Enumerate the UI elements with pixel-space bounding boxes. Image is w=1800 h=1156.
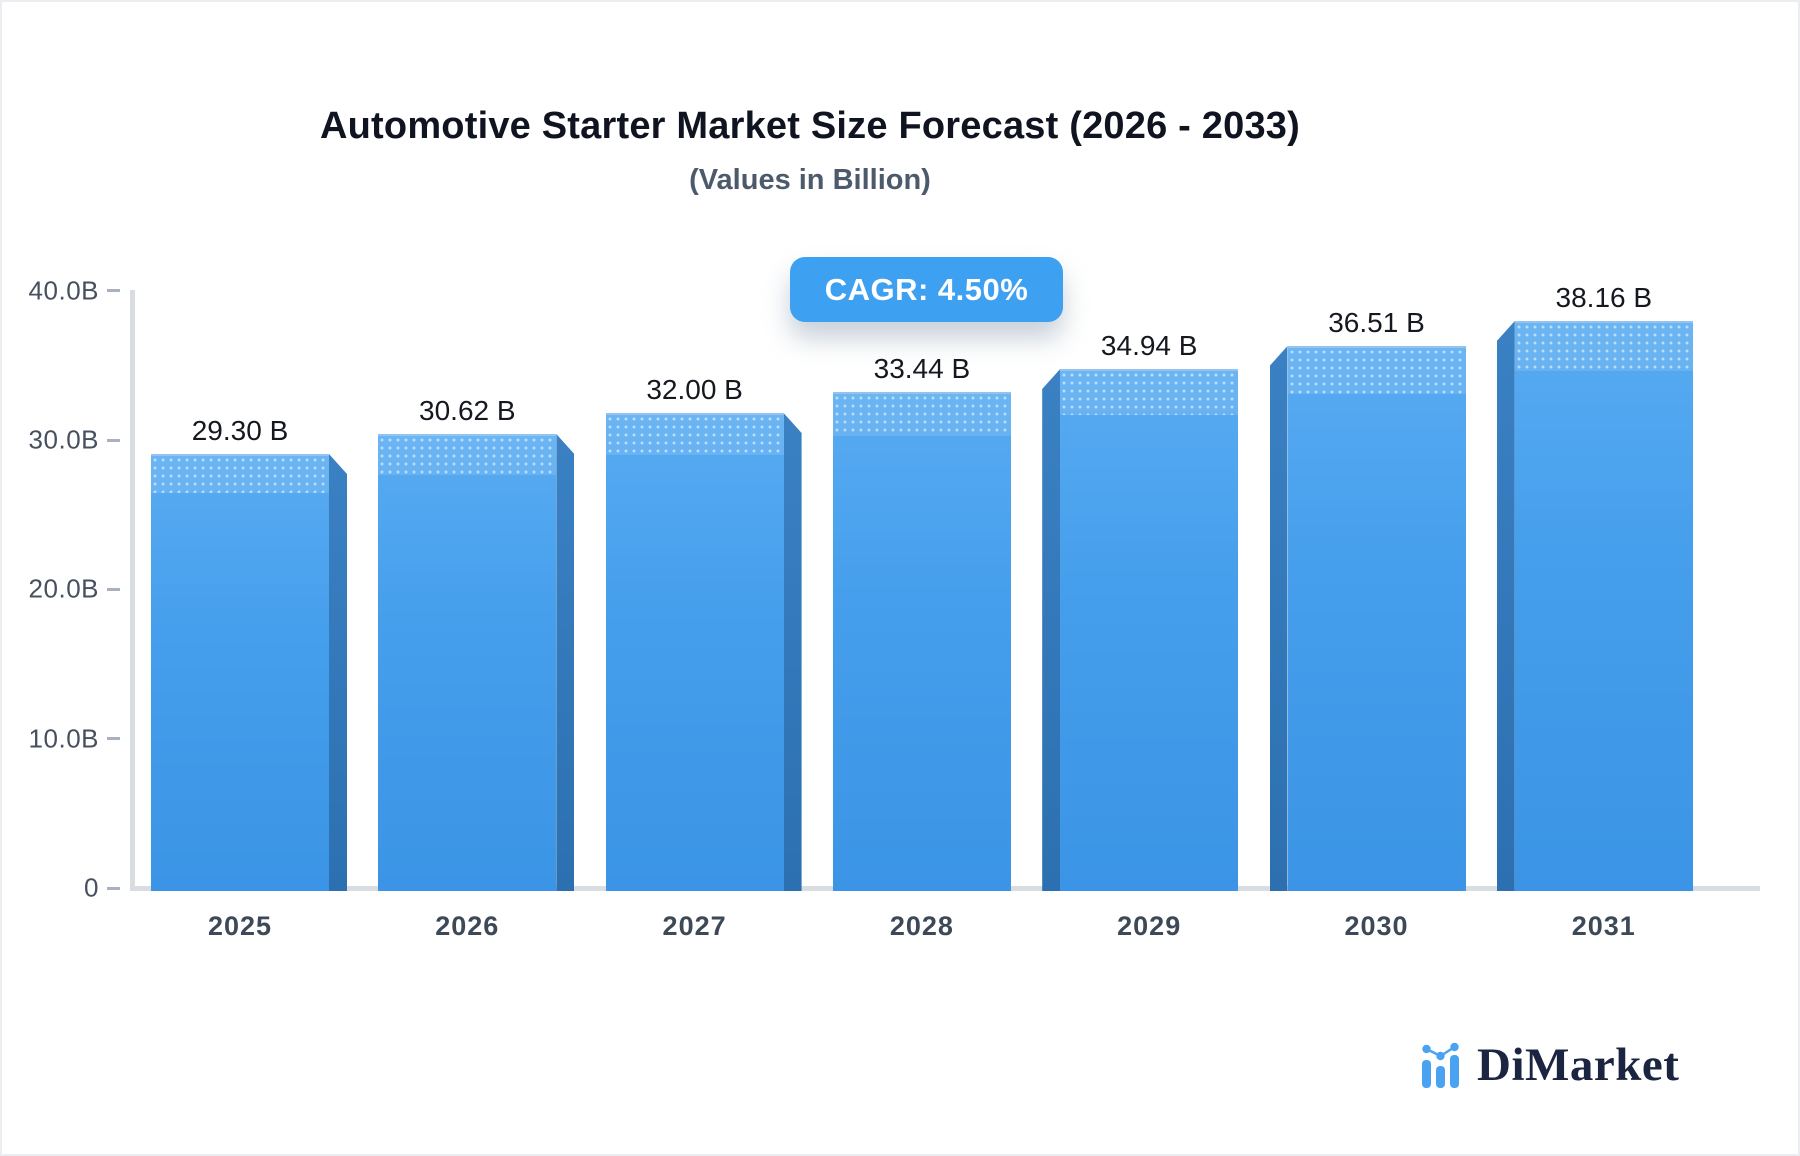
y-axis-tick-dash xyxy=(107,289,120,293)
bar-3d-side-2026 xyxy=(556,434,575,891)
bar-2025 xyxy=(151,454,329,891)
bar-value-label: 33.44 B xyxy=(873,353,971,384)
chart-subtitle: (Values in Billion) xyxy=(689,164,931,196)
bar-2026 xyxy=(378,434,557,891)
x-axis-label-2025: 2025 xyxy=(207,911,273,941)
bar-2030 xyxy=(1287,346,1466,891)
brand-name: DiMarket xyxy=(1477,1039,1680,1091)
bar-3d-side-2031 xyxy=(1496,321,1515,891)
y-axis-line xyxy=(130,290,135,891)
bar-value-label: 32.00 B xyxy=(646,374,743,405)
x-axis-label-2027: 2027 xyxy=(662,911,727,941)
y-axis-tick-label: 0 xyxy=(84,872,99,903)
y-axis-tick-label: 20.0B xyxy=(28,573,99,604)
y-axis-tick-dash xyxy=(107,737,120,741)
x-axis-label-2030: 2030 xyxy=(1344,911,1409,941)
bar-3d-side-2029 xyxy=(1042,369,1061,891)
bar-2029 xyxy=(1060,369,1239,891)
bar-3d-side-2027 xyxy=(783,413,802,891)
x-axis-label-2031: 2031 xyxy=(1571,911,1636,941)
y-axis-tick-label: 40.0B xyxy=(28,275,99,306)
bar-3d-side-2030 xyxy=(1269,346,1288,891)
bar-2028 xyxy=(832,392,1011,891)
bar-2031 xyxy=(1514,321,1693,891)
x-axis-label-2029: 2029 xyxy=(1117,911,1182,941)
brand-logo: DiMarket xyxy=(1420,1038,1679,1092)
chart-title: Automotive Starter Market Size Forecast … xyxy=(320,105,1300,147)
bar-2027 xyxy=(605,413,784,891)
y-axis-tick-label: 30.0B xyxy=(28,424,99,455)
bar-value-label: 38.16 B xyxy=(1555,282,1653,313)
x-axis-label-2028: 2028 xyxy=(889,911,954,941)
bar-value-label: 36.51 B xyxy=(1328,307,1425,338)
y-axis-tick-label: 10.0B xyxy=(28,723,99,754)
bar-value-label: 29.30 B xyxy=(191,415,289,446)
bar-chart-logo-icon xyxy=(1420,1040,1464,1090)
y-axis-tick-dash xyxy=(107,886,120,890)
x-axis-label-2026: 2026 xyxy=(435,911,500,941)
y-axis-tick-dash xyxy=(107,587,120,591)
cagr-badge: CAGR: 4.50% xyxy=(790,257,1063,322)
bar-value-label: 30.62 B xyxy=(419,395,516,426)
bar-3d-side-2025 xyxy=(329,454,347,891)
y-axis-tick-dash xyxy=(107,438,120,442)
bar-value-label: 34.94 B xyxy=(1100,330,1198,361)
